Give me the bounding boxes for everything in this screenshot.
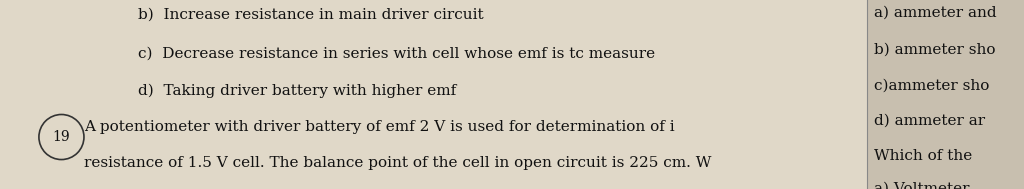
Text: d) ammeter ar: d) ammeter ar [874, 113, 986, 127]
Text: Which of the: Which of the [874, 149, 973, 163]
Text: a) Voltmeter: a) Voltmeter [874, 181, 970, 189]
Text: a) ammeter and: a) ammeter and [874, 6, 997, 20]
Text: b)  Increase resistance in main driver circuit: b) Increase resistance in main driver ci… [138, 8, 484, 22]
Text: c)ammeter sho: c)ammeter sho [874, 78, 990, 92]
Text: c)  Decrease resistance in series with cell whose emf is tc measure: c) Decrease resistance in series with ce… [138, 46, 655, 60]
Text: A potentiometer with driver battery of emf 2 V is used for determination of i: A potentiometer with driver battery of e… [84, 120, 675, 134]
Text: 19: 19 [52, 130, 71, 144]
Text: d)  Taking driver battery with higher emf: d) Taking driver battery with higher emf [138, 84, 457, 98]
Bar [867, 0, 1024, 189]
Text: b) ammeter sho: b) ammeter sho [874, 43, 996, 57]
Text: resistance of 1.5 V cell. The balance point of the cell in open circuit is 225 c: resistance of 1.5 V cell. The balance po… [84, 156, 712, 170]
